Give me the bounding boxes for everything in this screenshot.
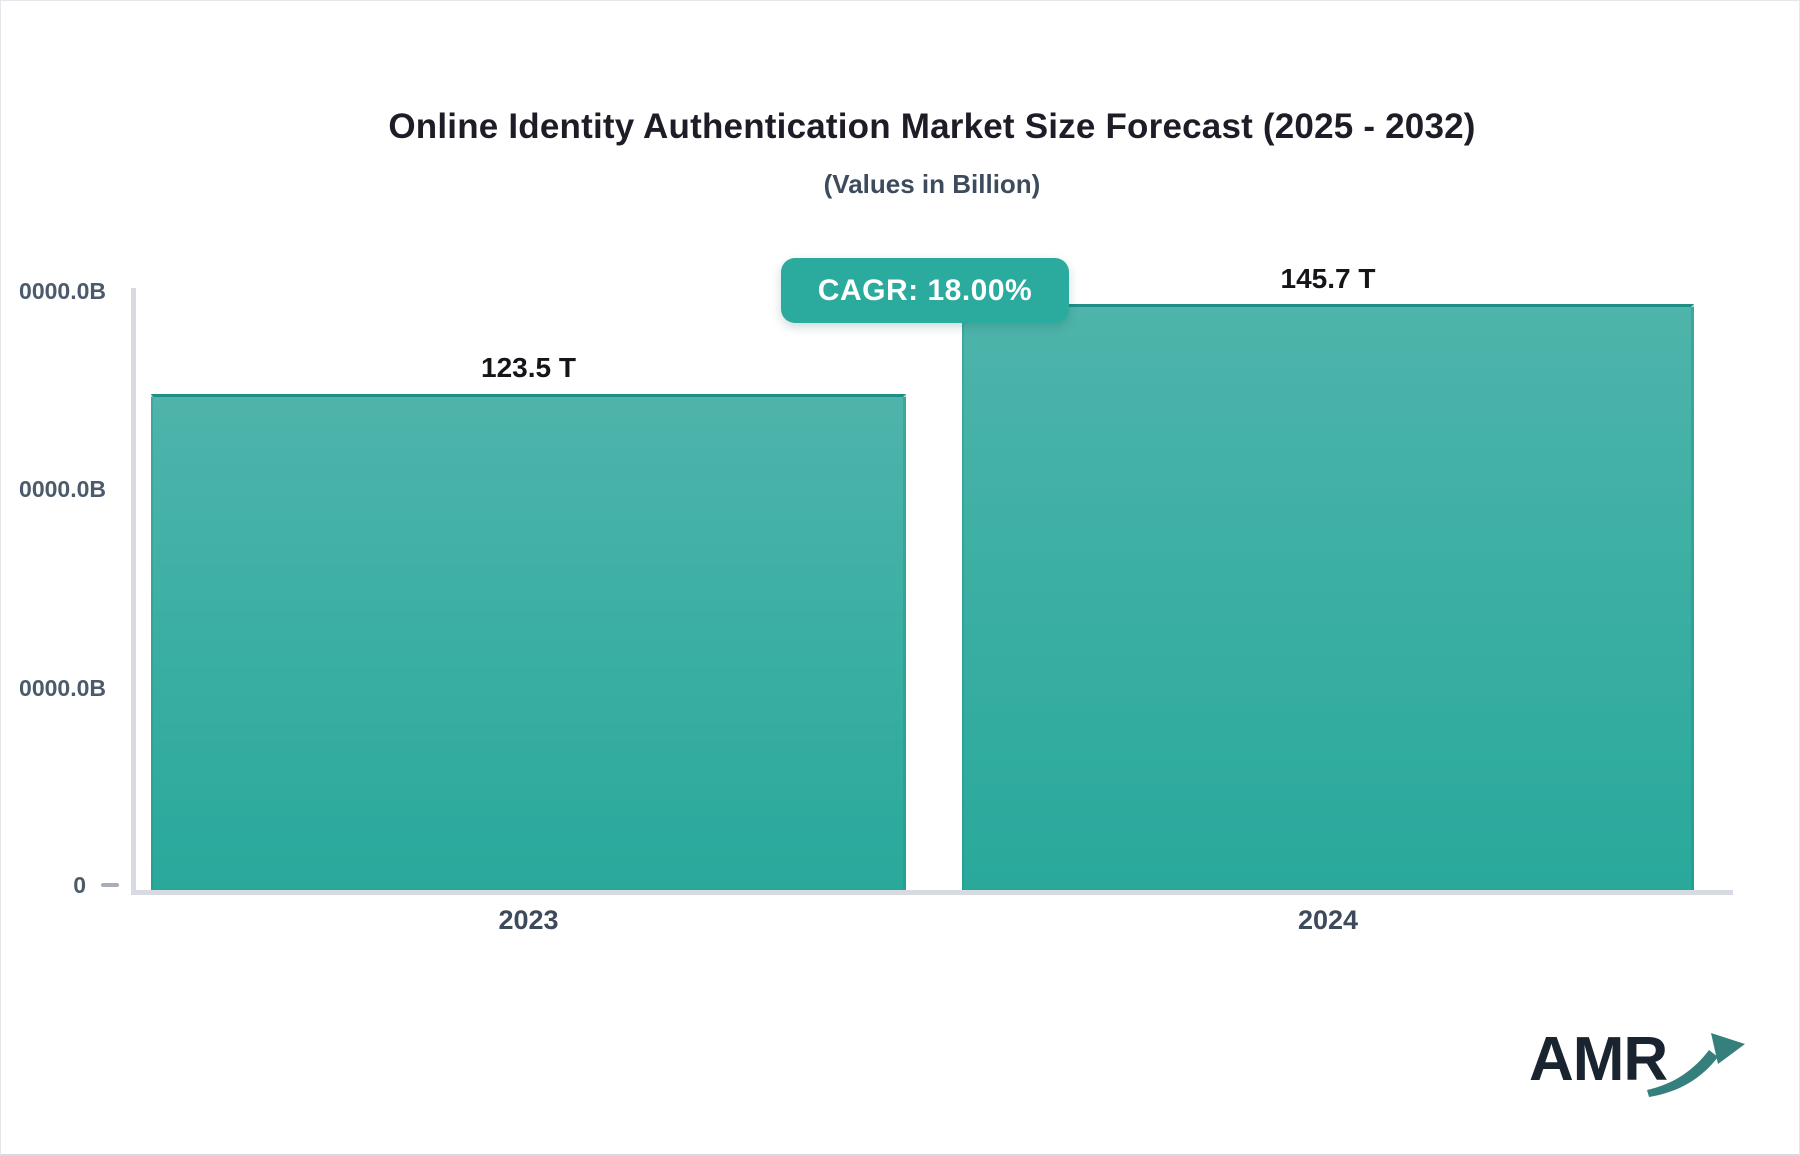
chart-title: Online Identity Authentication Market Si… — [388, 107, 1476, 146]
x-axis — [131, 890, 1733, 895]
y-tick-label-150000: 0000.0B — [19, 278, 106, 304]
y-tick-label-zero: 0 — [73, 872, 86, 898]
bar-2024 — [962, 304, 1694, 890]
amr-logo: AMR — [1529, 1025, 1745, 1117]
y-axis — [131, 288, 136, 895]
y-tick-label-100000: 0000.0B — [19, 476, 106, 502]
bar-2023 — [151, 394, 906, 890]
cagr-badge: CAGR: 18.00% — [781, 258, 1069, 323]
x-axis-label-2023: 2023 — [498, 905, 559, 935]
bar-value-label-2024: 145.7 T — [1280, 263, 1376, 294]
plot-area — [131, 287, 1733, 890]
zero-tick-dash — [101, 883, 119, 887]
bar-value-label-2023: 123.5 T — [481, 352, 576, 383]
amr-logo-text: AMR — [1529, 1025, 1668, 1094]
x-axis-label-2024: 2024 — [1297, 905, 1359, 935]
growth-arrow-icon — [1647, 1033, 1745, 1097]
y-tick-label-50000: 0000.0B — [19, 675, 106, 701]
chart-subtitle: (Values in Billion) — [823, 169, 1041, 199]
